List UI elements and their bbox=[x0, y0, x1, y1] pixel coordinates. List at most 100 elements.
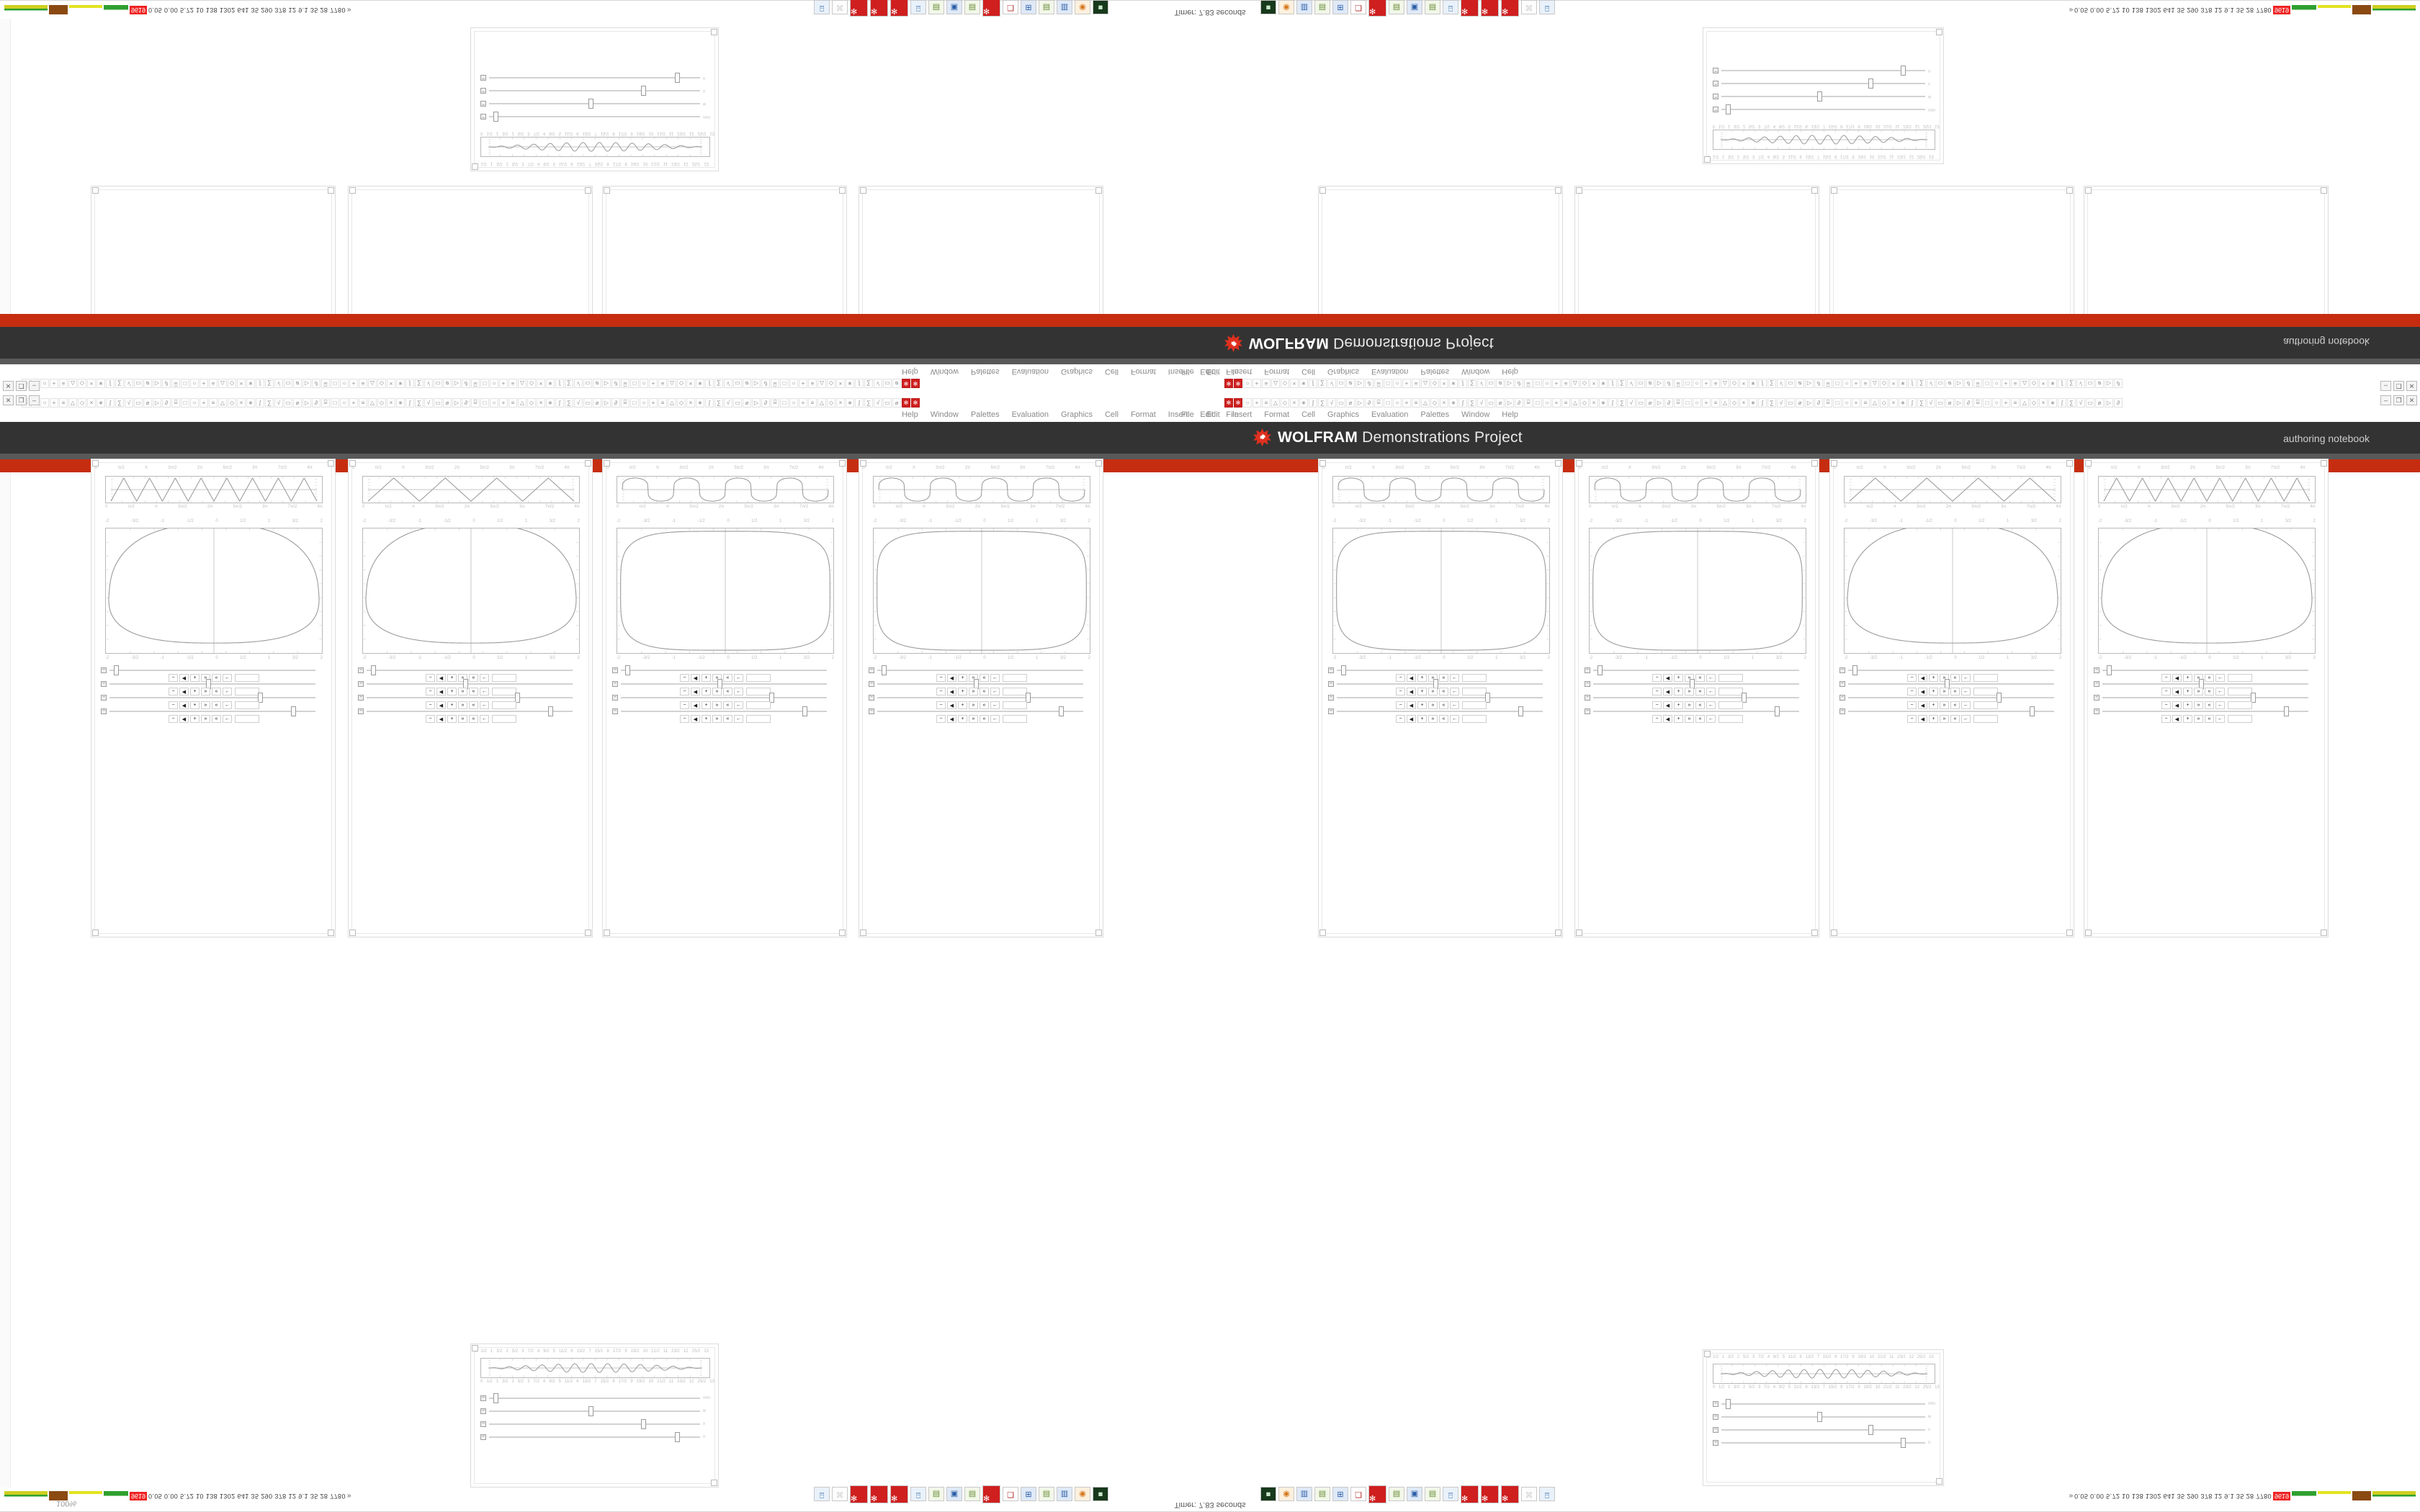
resize-handle[interactable] bbox=[92, 187, 99, 194]
decrement-button[interactable]: − bbox=[936, 688, 946, 696]
restore-button[interactable]: ❐ bbox=[2393, 395, 2404, 405]
toolbar-button[interactable]: ∗ bbox=[1749, 379, 1757, 389]
increment-button[interactable]: + bbox=[1417, 674, 1427, 682]
fast-reverse-button[interactable]: » bbox=[712, 688, 722, 696]
resize-handle[interactable] bbox=[1319, 460, 1326, 467]
toolbar-button[interactable]: ≡ bbox=[1861, 379, 1870, 389]
manipulate-slider-row[interactable]: − bbox=[1585, 706, 1811, 716]
collapse-toggle[interactable]: − bbox=[1328, 708, 1334, 714]
resize-handle[interactable] bbox=[604, 930, 610, 936]
toolbar-button[interactable]: ∑ bbox=[265, 379, 274, 389]
toolbar-button[interactable]: + bbox=[1852, 379, 1860, 389]
manipulate-slider-row[interactable]: − bbox=[1585, 693, 1811, 703]
toolbar-button[interactable]: ≡ bbox=[508, 379, 517, 389]
toolbar-button[interactable]: △ bbox=[368, 379, 377, 389]
slider-thumb[interactable] bbox=[1340, 665, 1346, 675]
toolbar-button[interactable]: ≡ bbox=[59, 379, 68, 389]
slider-thumb[interactable] bbox=[640, 86, 646, 96]
toolbar-button[interactable]: ∗ bbox=[1899, 397, 1907, 408]
manipulate-slider-row[interactable]: − bbox=[869, 679, 1095, 689]
restore-button[interactable]: ❐ bbox=[2393, 381, 2404, 391]
reset-button[interactable]: ← bbox=[2215, 701, 2225, 709]
toolbar-button[interactable]: ∫ bbox=[1908, 397, 1917, 408]
decrement-button[interactable]: − bbox=[169, 674, 178, 682]
slider-track[interactable] bbox=[489, 1419, 700, 1429]
resize-handle[interactable] bbox=[1555, 930, 1561, 936]
slider-track[interactable] bbox=[1593, 693, 1799, 703]
toolbar-button[interactable]: ∫ bbox=[1458, 397, 1467, 408]
slider-thumb[interactable] bbox=[1597, 665, 1603, 675]
reset-button[interactable]: ← bbox=[2215, 688, 2225, 696]
decrement-button[interactable]: − bbox=[1907, 674, 1917, 682]
manipulate-slider-row[interactable]: − mm bbox=[480, 1393, 712, 1403]
toolbar-button[interactable]: ∗ bbox=[696, 397, 704, 408]
resize-handle[interactable] bbox=[2085, 930, 2092, 936]
slider-track[interactable] bbox=[1337, 665, 1543, 675]
toolbar-button[interactable]: ∗ bbox=[1299, 379, 1308, 389]
fast-forward-button[interactable]: « bbox=[212, 701, 221, 709]
slider-thumb[interactable] bbox=[802, 706, 807, 716]
value-field[interactable] bbox=[492, 715, 516, 723]
resize-handle[interactable] bbox=[2066, 460, 2073, 467]
toolbar-button[interactable]: ∗ bbox=[1599, 397, 1608, 408]
toolbar-button[interactable]: △ bbox=[1421, 379, 1430, 389]
toolbar-button[interactable]: + bbox=[1552, 397, 1561, 408]
manipulate-slider-row[interactable]: − bbox=[358, 693, 584, 703]
fast-forward-button[interactable]: « bbox=[980, 688, 989, 696]
value-field[interactable] bbox=[1718, 701, 1743, 709]
manipulate-slider-row[interactable]: − bbox=[612, 679, 838, 689]
slider-track[interactable] bbox=[877, 706, 1083, 716]
resize-handle[interactable] bbox=[328, 187, 334, 194]
increment-button[interactable]: + bbox=[1929, 674, 1938, 682]
toolbar-button[interactable]: ○ bbox=[1842, 379, 1851, 389]
notepad-icon[interactable]: ▤ bbox=[1389, 1487, 1404, 1502]
window-controls-upper-left[interactable]: ✕ ❐ – bbox=[3, 381, 40, 391]
play-button[interactable]: ◀ bbox=[1918, 674, 1927, 682]
play-button[interactable]: ◀ bbox=[1918, 701, 1927, 709]
decrement-button[interactable]: − bbox=[936, 715, 946, 723]
collapse-toggle[interactable]: − bbox=[2094, 708, 2099, 714]
toolbar-button[interactable]: ≡ bbox=[2011, 379, 2020, 389]
toolbar-button[interactable]: ∗ bbox=[396, 379, 405, 389]
manipulate-slider-row[interactable]: − n bbox=[480, 1432, 712, 1442]
resize-handle[interactable] bbox=[1811, 930, 1818, 936]
toolbar-button[interactable]: ◇ bbox=[377, 397, 386, 408]
toolbar-button[interactable]: □ bbox=[780, 397, 789, 408]
toolbar-button[interactable]: ∗ bbox=[1599, 379, 1608, 389]
toolbar-button[interactable]: ≡ bbox=[359, 379, 367, 389]
toolbar-button[interactable]: + bbox=[1402, 379, 1411, 389]
play-button[interactable]: ◀ bbox=[691, 715, 700, 723]
wolfram-spikey-icon[interactable]: ✻ bbox=[1234, 379, 1242, 389]
manipulate-slider-row[interactable]: − mm bbox=[1713, 104, 1937, 114]
toolbar-button[interactable]: ⌸ bbox=[1674, 397, 1682, 408]
toolbar-button[interactable]: ◇ bbox=[2030, 397, 2038, 408]
toolbar-button[interactable]: ≡ bbox=[2011, 397, 2020, 408]
toolbar-button[interactable]: △ bbox=[1421, 397, 1430, 408]
slider-thumb[interactable] bbox=[2106, 665, 2112, 675]
toolbar-button[interactable]: √ bbox=[1477, 379, 1486, 389]
fast-reverse-button[interactable]: » bbox=[458, 688, 467, 696]
toolbar-button[interactable]: ∂ bbox=[1515, 379, 1523, 389]
toolbar-button[interactable]: ▭ bbox=[1487, 397, 1495, 408]
reset-button[interactable]: ← bbox=[1961, 674, 1971, 682]
slider-track[interactable] bbox=[489, 73, 700, 83]
fast-reverse-button[interactable]: » bbox=[969, 701, 978, 709]
value-field[interactable] bbox=[1462, 715, 1487, 723]
menu-item-palettes[interactable]: Palettes bbox=[1420, 410, 1450, 419]
toolbar-button[interactable]: ▷ bbox=[1505, 397, 1514, 408]
decrement-button[interactable]: − bbox=[936, 701, 946, 709]
reset-button[interactable]: ← bbox=[990, 701, 1000, 709]
animation-control-row[interactable]: −◀+»«← bbox=[358, 688, 584, 696]
toolbar-button[interactable]: □ bbox=[1533, 397, 1542, 408]
manipulate-slider-row[interactable]: − w bbox=[480, 1406, 712, 1416]
menu-item-file[interactable]: File bbox=[1181, 410, 1194, 419]
resize-handle[interactable] bbox=[1319, 187, 1326, 194]
decrement-button[interactable]: − bbox=[426, 688, 435, 696]
fast-reverse-button[interactable]: » bbox=[201, 715, 210, 723]
fast-forward-button[interactable]: « bbox=[1439, 701, 1448, 709]
toolbar-button[interactable]: × bbox=[1889, 379, 1898, 389]
increment-button[interactable]: + bbox=[190, 674, 200, 682]
toolbar-button[interactable]: ⌸ bbox=[321, 379, 330, 389]
toolbar-button[interactable]: ▭ bbox=[2086, 379, 2094, 389]
menu-item-help[interactable]: Help bbox=[1502, 367, 1518, 376]
